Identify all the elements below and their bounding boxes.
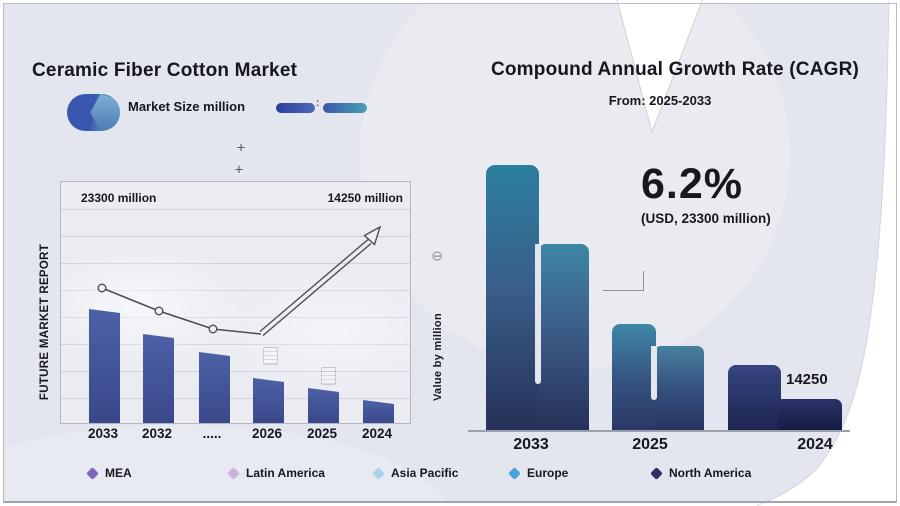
bar-gap-2025 [651, 346, 657, 400]
left-bar-2025 [308, 388, 339, 423]
left-bar-2032 [143, 334, 174, 423]
x-tick-2033: 2033 [87, 426, 119, 441]
legend-item-latin-america: Latin America [227, 466, 325, 480]
value-by-million-label: Value by million [432, 313, 444, 401]
chart-value-label-right: 14250 million [327, 191, 403, 205]
future-market-report-label: FUTURE MARKET REPORT [39, 243, 51, 401]
plus-icon: + [236, 139, 246, 157]
legend-label: Latin America [246, 466, 325, 480]
decor-ellipse [0, 425, 447, 506]
white-wedge-shape [616, 0, 704, 134]
left-x-axis-labels: 2033 2032..... 2026 2025 2024 [60, 426, 409, 444]
left-bar-2033 [89, 309, 120, 423]
cagr-bar-b-2024 [779, 399, 842, 431]
decor-circle [360, 0, 790, 370]
arrow-shaft-line [262, 242, 372, 337]
cagr-bar-b-2033 [538, 244, 589, 431]
x-tick-2032: 2032 [141, 426, 173, 441]
diamond-icon [650, 466, 663, 480]
left-bar-..... [199, 352, 230, 423]
left-bar-2026 [253, 378, 284, 423]
left-title: Ceramic Fiber Cotton Market [32, 60, 298, 81]
legend-item-mea: MEA [86, 466, 132, 480]
arrow-head-icon [363, 225, 382, 246]
right-subtitle: From: 2025-2033 [608, 93, 712, 108]
legend-label: Asia Pacific [391, 466, 459, 480]
bar-gap-2033 [535, 244, 541, 384]
x-tick-2024: 2024 [361, 426, 393, 441]
legend-label: Europe [527, 466, 569, 480]
plus-icon: + [234, 161, 244, 179]
document-watermark-icon [263, 347, 278, 365]
white-swoosh-shape [755, 0, 900, 506]
step-annotation-line [603, 271, 644, 291]
pill-badge-teal-icon [323, 103, 367, 113]
cagr-bar-a-2033 [486, 165, 539, 431]
diamond-icon [508, 466, 521, 480]
line-markers [97, 283, 218, 334]
cagr-value: 6.2% [641, 160, 744, 208]
x-tick-.....: ..... [202, 426, 222, 441]
document-watermark-icon [321, 367, 336, 385]
x-tick-2026: 2026 [251, 426, 283, 441]
trend-line [101, 287, 262, 335]
cagr-bar-a-2025 [612, 324, 656, 431]
cagr-bar-b-2025 [654, 346, 704, 431]
legend-item-asia-pacific: Asia Pacific [372, 466, 459, 480]
trend-line-overlay [97, 225, 382, 337]
cagr-note: (USD, 23300 million) [641, 211, 771, 226]
legend-item-north-america: North America [650, 466, 752, 480]
market-size-subtitle: Market Size million [128, 99, 246, 114]
chart-value-label-left: 23300 million [81, 191, 157, 205]
market-size-chart: 23300 million 14250 million [60, 181, 411, 424]
left-bars-layer [61, 182, 410, 423]
x-tick-2033: 2033 [513, 436, 549, 453]
capsule-icon [67, 94, 120, 131]
diamond-icon [372, 466, 385, 480]
right-title: Compound Annual Growth Rate (CAGR) [490, 59, 860, 80]
x-tick-2024: 2024 [797, 436, 833, 453]
diamond-icon [227, 466, 240, 480]
diamond-icon [86, 466, 99, 480]
circle-minus-icon: ⊖ [431, 247, 443, 264]
cagr-bar-a-2024 [728, 365, 781, 431]
arrow-shaft-line [259, 238, 369, 333]
left-bar-2024 [363, 400, 394, 423]
right-x-axis-line [468, 430, 850, 432]
pill-badge-dark-icon [276, 103, 315, 113]
bar-value-label: 14250 [786, 371, 828, 388]
ratio-separator: : [316, 98, 320, 109]
legend-label: MEA [105, 466, 132, 480]
legend-label: North America [669, 466, 752, 480]
x-tick-2025: 2025 [306, 426, 338, 441]
x-tick-2025: 2025 [632, 436, 668, 453]
legend-item-europe: Europe [508, 466, 569, 480]
capsule-facet [90, 94, 120, 131]
